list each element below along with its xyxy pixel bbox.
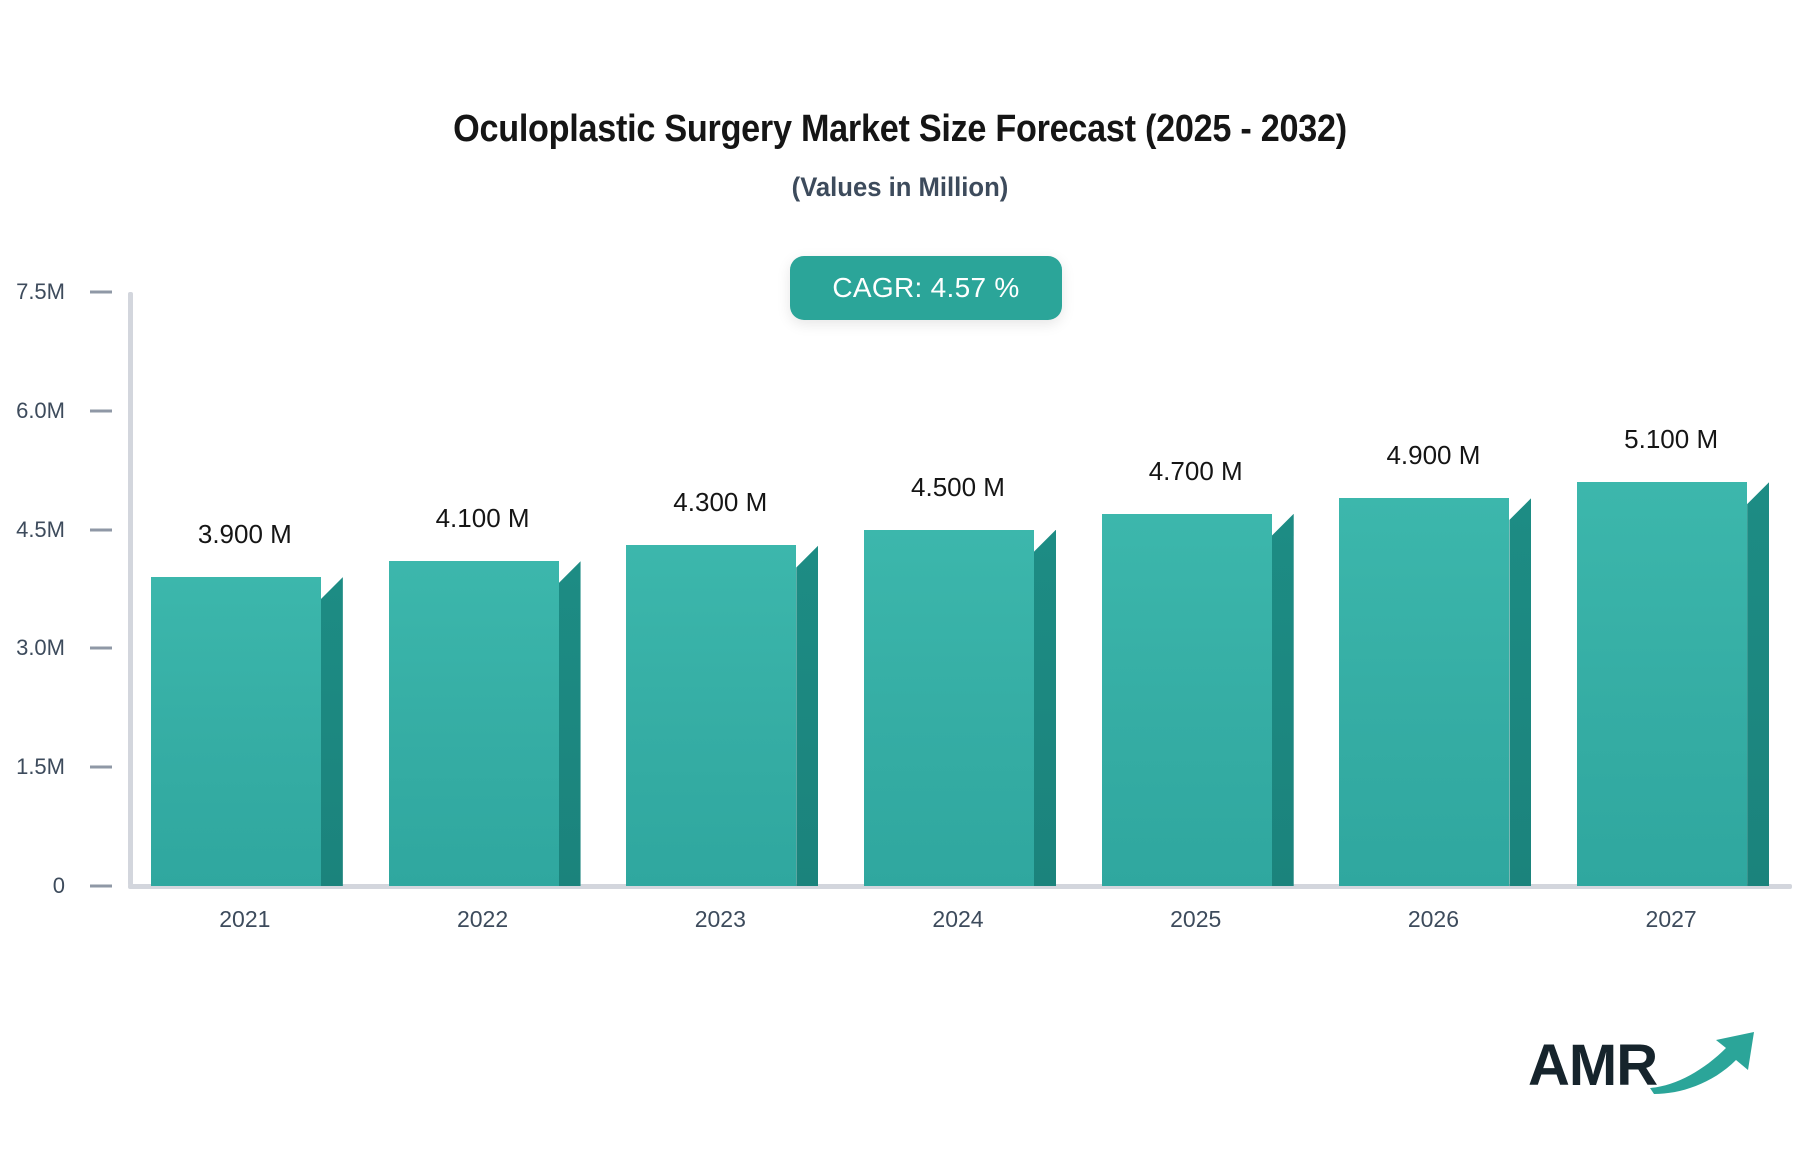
x-tick-label: 2023 <box>694 906 746 932</box>
bar-front-face <box>388 561 559 886</box>
y-tick-mark <box>90 765 112 769</box>
chart-title: Oculoplastic Surgery Market Size Forecas… <box>453 108 1347 150</box>
bar <box>388 539 581 886</box>
bar <box>1577 460 1770 886</box>
y-tick-mark <box>90 528 112 532</box>
y-tick-label: 0 <box>52 873 65 898</box>
bar-value-label: 4.700 M <box>1148 455 1243 486</box>
y-tick-mark <box>90 884 112 888</box>
x-tick-label: 2025 <box>1170 906 1222 932</box>
bar <box>1339 476 1532 886</box>
y-tick-label: 6.0M <box>16 397 65 423</box>
y-tick-mark <box>90 409 112 413</box>
bar-value-label: 4.100 M <box>435 503 530 534</box>
bar-front-face <box>150 577 321 886</box>
bar-side-face <box>1271 513 1294 886</box>
bar-side-face <box>796 545 819 886</box>
cagr-badge: CAGR: 4.57 % <box>790 256 1062 320</box>
chart-subtitle: (Values in Million) <box>791 172 1009 202</box>
logo-text: AMR <box>1528 1033 1658 1098</box>
bar-side-face <box>1034 529 1056 886</box>
bar <box>626 523 819 886</box>
bar-front-face <box>864 529 1034 886</box>
x-axis-line <box>128 884 1792 889</box>
amr-logo: AMR <box>1528 1030 1768 1110</box>
y-tick-mark <box>90 290 112 294</box>
y-tick-label: 4.5M <box>16 516 65 542</box>
bar-value-label: 3.900 M <box>197 519 292 550</box>
bar-value-label: 4.900 M <box>1386 439 1481 470</box>
cagr-badge-label: CAGR: 4.57 % <box>832 272 1020 303</box>
x-tick-label: 2021 <box>219 906 271 932</box>
bar-value-label: 4.500 M <box>911 471 1005 502</box>
y-tick-label: 3.0M <box>16 635 65 661</box>
x-tick-label: 2026 <box>1407 906 1460 932</box>
x-tick-label: 2027 <box>1645 906 1697 932</box>
y-tick-label: 1.5M <box>16 754 65 780</box>
y-tick-label: 7.5M <box>16 279 65 304</box>
bar-side-face <box>1509 497 1532 886</box>
bar-side-face <box>320 577 343 886</box>
bar <box>864 508 1056 886</box>
y-axis-line <box>128 292 133 886</box>
bar-side-face <box>558 561 581 886</box>
bar-value-label: 5.100 M <box>1624 424 1719 455</box>
bar <box>1101 492 1294 886</box>
bar <box>150 555 343 886</box>
bar-front-face <box>1101 513 1272 886</box>
growth-arrow-icon <box>1650 1032 1754 1094</box>
x-tick-label: 2022 <box>456 906 509 932</box>
bar-front-face <box>1577 482 1748 886</box>
y-tick-mark <box>90 646 112 650</box>
x-tick-label: 2024 <box>932 906 984 932</box>
bar-front-face <box>626 545 797 886</box>
bar-front-face <box>1339 497 1510 886</box>
bar-value-label: 4.300 M <box>673 487 768 518</box>
bar-side-face <box>1747 482 1770 886</box>
